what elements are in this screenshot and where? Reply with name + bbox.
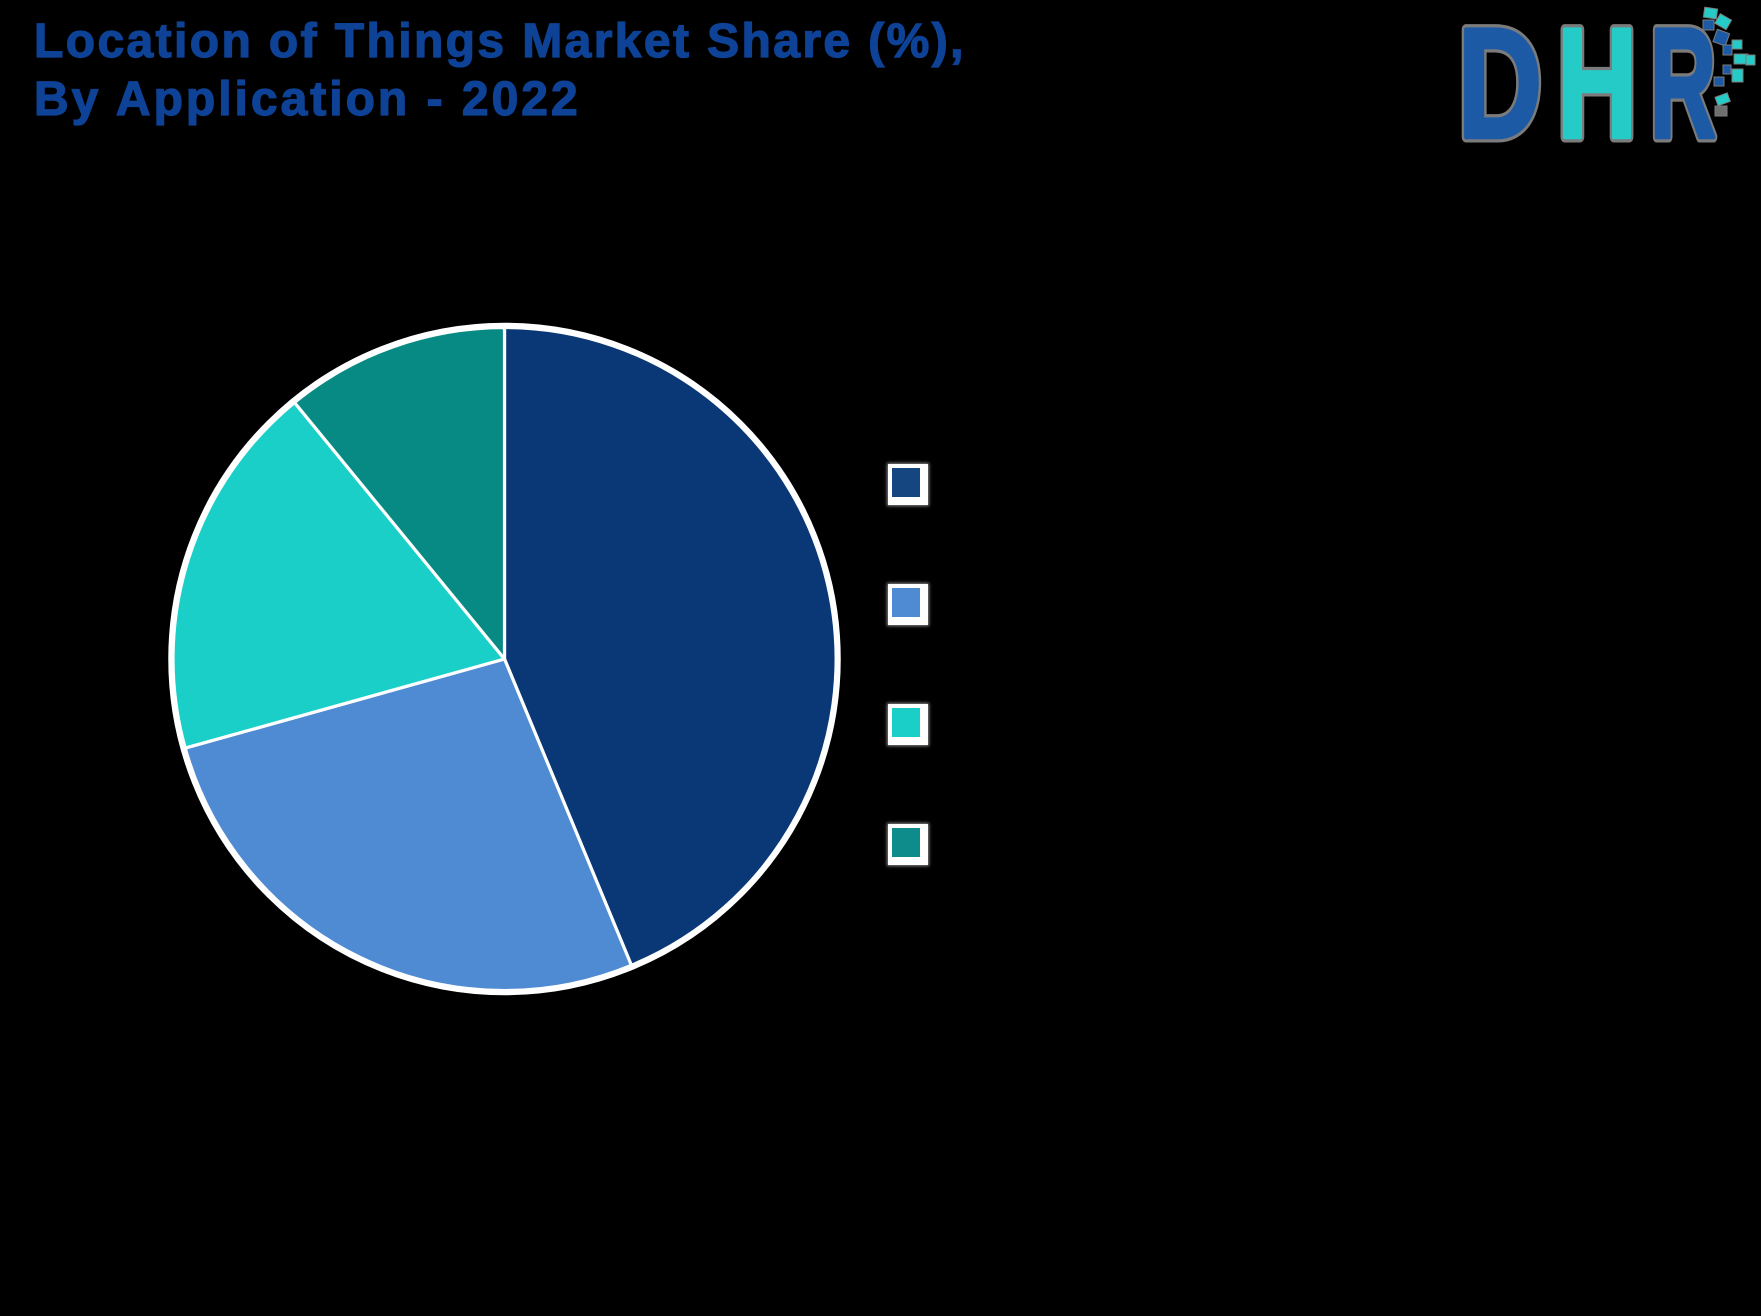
svg-text:H: H — [1557, 0, 1637, 150]
svg-text:H: H — [1557, 0, 1637, 150]
svg-text:D: D — [1458, 0, 1542, 150]
svg-text:D: D — [1458, 0, 1542, 150]
